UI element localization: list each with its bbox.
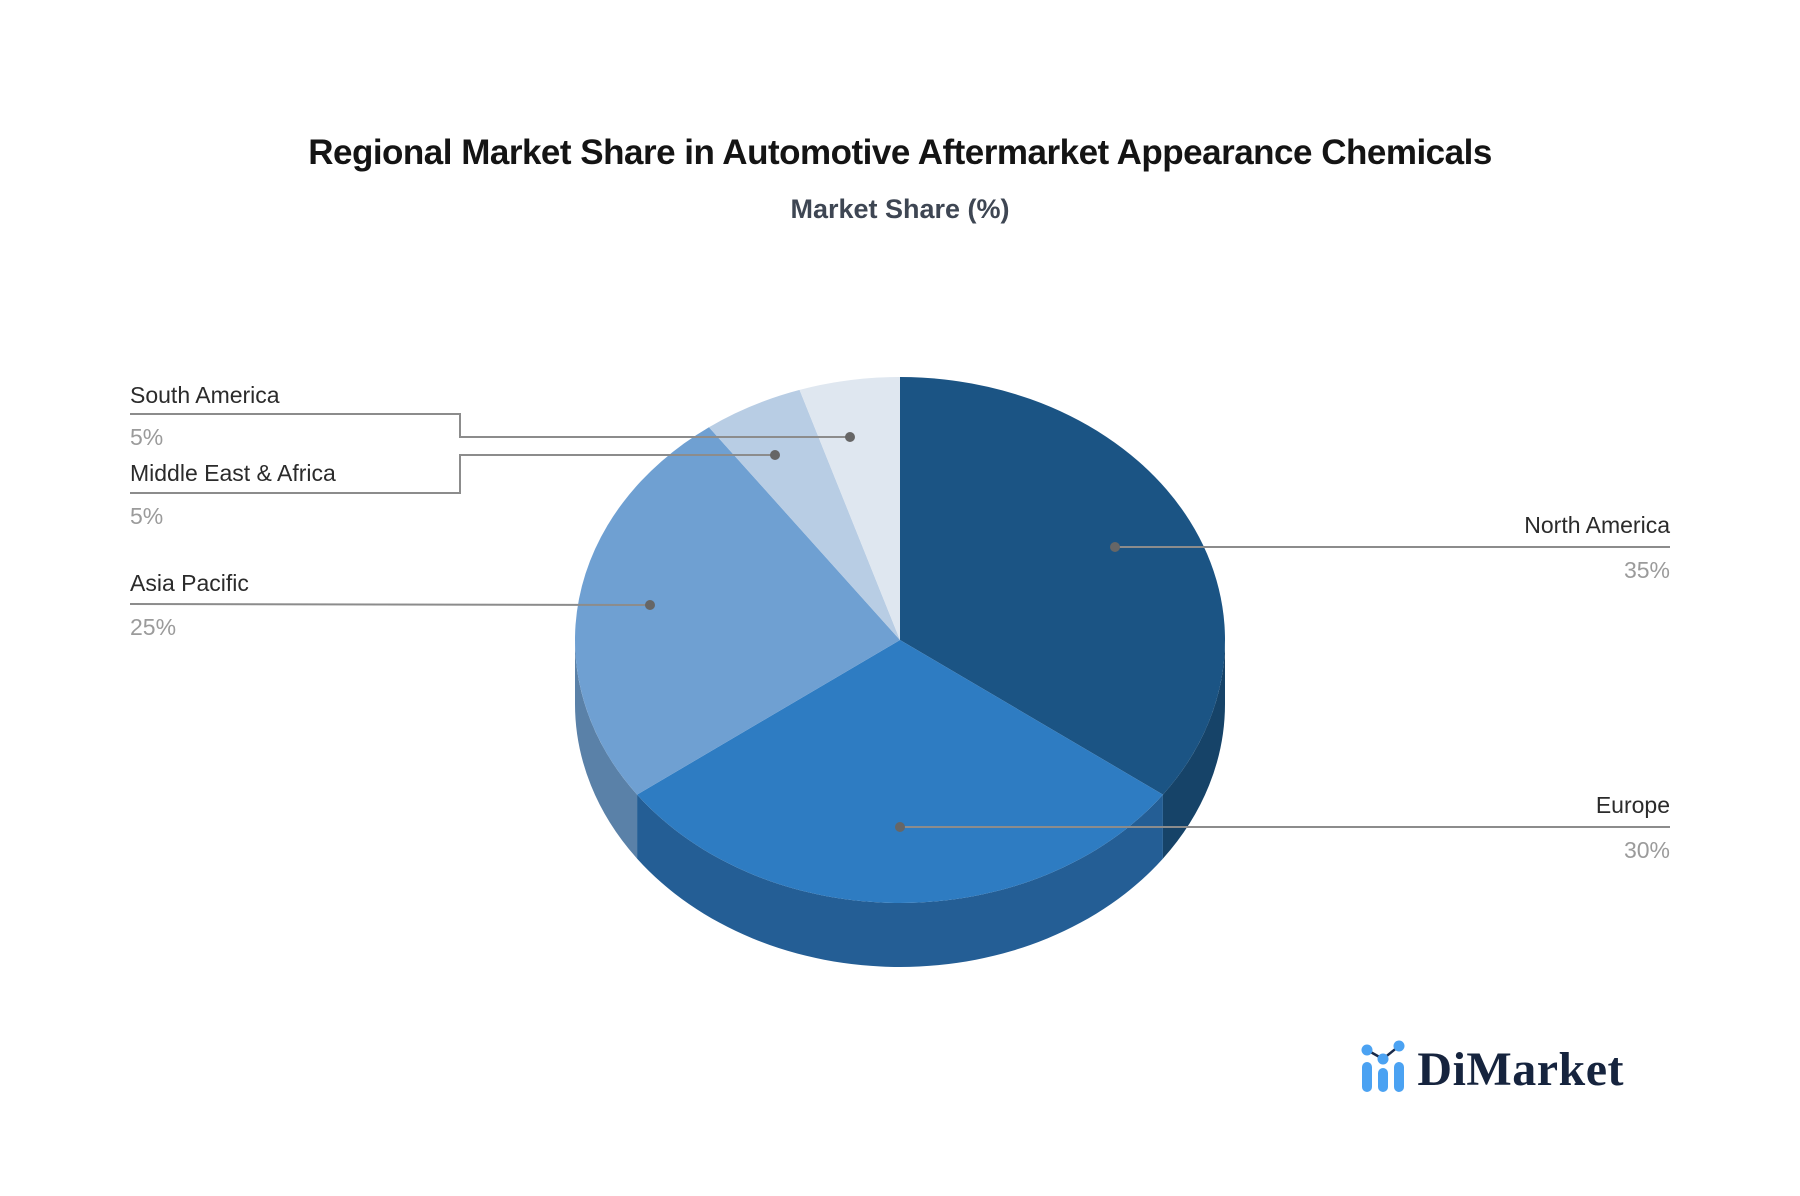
leader-line-middle-east-africa	[130, 454, 775, 494]
leader-dot-middle-east-africa	[770, 450, 780, 460]
brand-name: DiMarket	[1417, 1043, 1624, 1096]
pie-slice-asia-pacific[interactable]	[574, 427, 900, 795]
pie-slice-europe[interactable]	[637, 640, 1163, 904]
leader-dot-europe	[895, 822, 905, 832]
pie-slice-middle-east-africa[interactable]	[708, 389, 900, 640]
bar-chart-logo-icon	[1361, 1040, 1405, 1092]
page-subtitle: Market Share (%)	[790, 194, 1010, 224]
leader-dot-asia-pacific	[645, 600, 655, 610]
leader-line-south-america	[130, 413, 850, 438]
pie-slice-side-asia-pacific	[575, 640, 638, 859]
pie-slice-north-america[interactable]	[900, 377, 1226, 795]
pie-slice-side-north-america	[1162, 640, 1225, 859]
pie-slice-south-america[interactable]	[799, 377, 900, 640]
page-title: Regional Market Share in Automotive Afte…	[308, 133, 1492, 172]
pie-slice-side-europe	[637, 794, 1163, 968]
leader-line-asia-pacific	[129, 603, 651, 606]
leader-dot-south-america	[845, 432, 855, 442]
brand-logo: DiMarket	[1360, 1040, 1624, 1094]
leader-dot-north-america	[1110, 542, 1120, 552]
